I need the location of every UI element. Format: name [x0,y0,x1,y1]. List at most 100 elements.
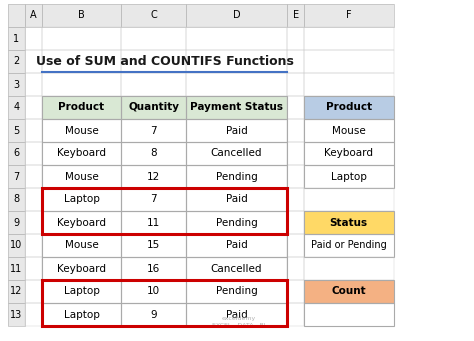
Text: 12: 12 [147,172,160,181]
Bar [25,73,42,96]
Bar [8,234,25,257]
Bar [42,280,121,303]
Bar [287,4,304,27]
Bar [25,303,42,326]
Bar [121,27,186,50]
Bar [42,4,121,27]
Bar [121,4,186,27]
Bar [287,4,304,27]
Bar [186,119,287,142]
Text: 15: 15 [147,240,160,251]
Bar [186,234,287,257]
Bar [42,96,121,119]
Bar [121,303,186,326]
Bar [186,119,287,142]
Bar [186,280,287,303]
Bar [42,280,121,303]
Bar [121,257,186,280]
Bar [25,27,42,50]
Bar [25,119,42,142]
Text: 13: 13 [10,310,23,320]
Text: Pending: Pending [216,286,257,297]
Bar [42,142,121,165]
Bar [304,73,393,96]
Text: exceldemy
EXCEL · DATA · BI: exceldemy EXCEL · DATA · BI [212,316,265,328]
Text: 10: 10 [10,240,23,251]
Bar [287,165,304,188]
Text: 11: 11 [10,264,23,273]
Bar [186,73,287,96]
Bar [25,188,42,211]
Bar [186,50,287,73]
Bar [42,96,121,119]
Bar [121,119,186,142]
Text: Cancelled: Cancelled [211,264,262,273]
Bar [304,119,393,142]
Bar [287,234,304,257]
Bar [8,165,25,188]
Bar [42,165,121,188]
Bar [8,257,25,280]
Text: Mouse: Mouse [64,240,99,251]
Bar [25,280,42,303]
Bar [121,142,186,165]
Bar [25,257,42,280]
Bar [42,73,121,96]
Bar [42,119,121,142]
Text: 1: 1 [13,33,19,44]
Bar [287,257,304,280]
Bar [42,27,121,50]
Bar [121,73,186,96]
Text: C: C [150,11,157,20]
Text: Paid: Paid [226,125,247,135]
Bar [186,4,287,27]
Bar [304,142,393,165]
Bar [186,4,287,27]
Bar [121,96,186,119]
Text: Count: Count [331,286,366,297]
Bar [287,119,304,142]
Text: Laptop: Laptop [331,172,367,181]
Bar [186,234,287,257]
Text: Keyboard: Keyboard [57,148,106,159]
Text: 9: 9 [150,310,157,320]
Bar [8,4,25,27]
Bar [121,73,186,96]
Text: 11: 11 [147,218,160,227]
Bar [121,4,186,27]
Bar [287,142,304,165]
Bar [186,257,287,280]
Bar [287,96,304,119]
Text: Product: Product [326,103,372,113]
Text: Paid or Pending: Paid or Pending [311,240,387,251]
Bar [287,27,304,50]
Text: 12: 12 [10,286,23,297]
Bar [121,211,186,234]
Text: 2: 2 [13,57,19,66]
Bar [287,73,304,96]
Bar [25,234,42,257]
Bar [121,234,186,257]
Bar [287,211,304,234]
Text: Laptop: Laptop [64,286,100,297]
Bar [25,257,42,280]
Bar [186,303,287,326]
Bar [8,234,25,257]
Text: Product: Product [58,103,105,113]
Text: F: F [346,11,352,20]
Bar [304,303,393,326]
Bar [186,165,287,188]
Bar [304,280,393,303]
Bar [8,27,25,50]
Bar [8,188,25,211]
Text: Mouse: Mouse [332,125,365,135]
Text: D: D [233,11,240,20]
Bar [186,303,287,326]
Bar [25,119,42,142]
Bar [121,280,186,303]
Bar [8,142,25,165]
Bar [304,4,393,27]
Bar [304,234,393,257]
Bar [287,119,304,142]
Bar [25,4,42,27]
